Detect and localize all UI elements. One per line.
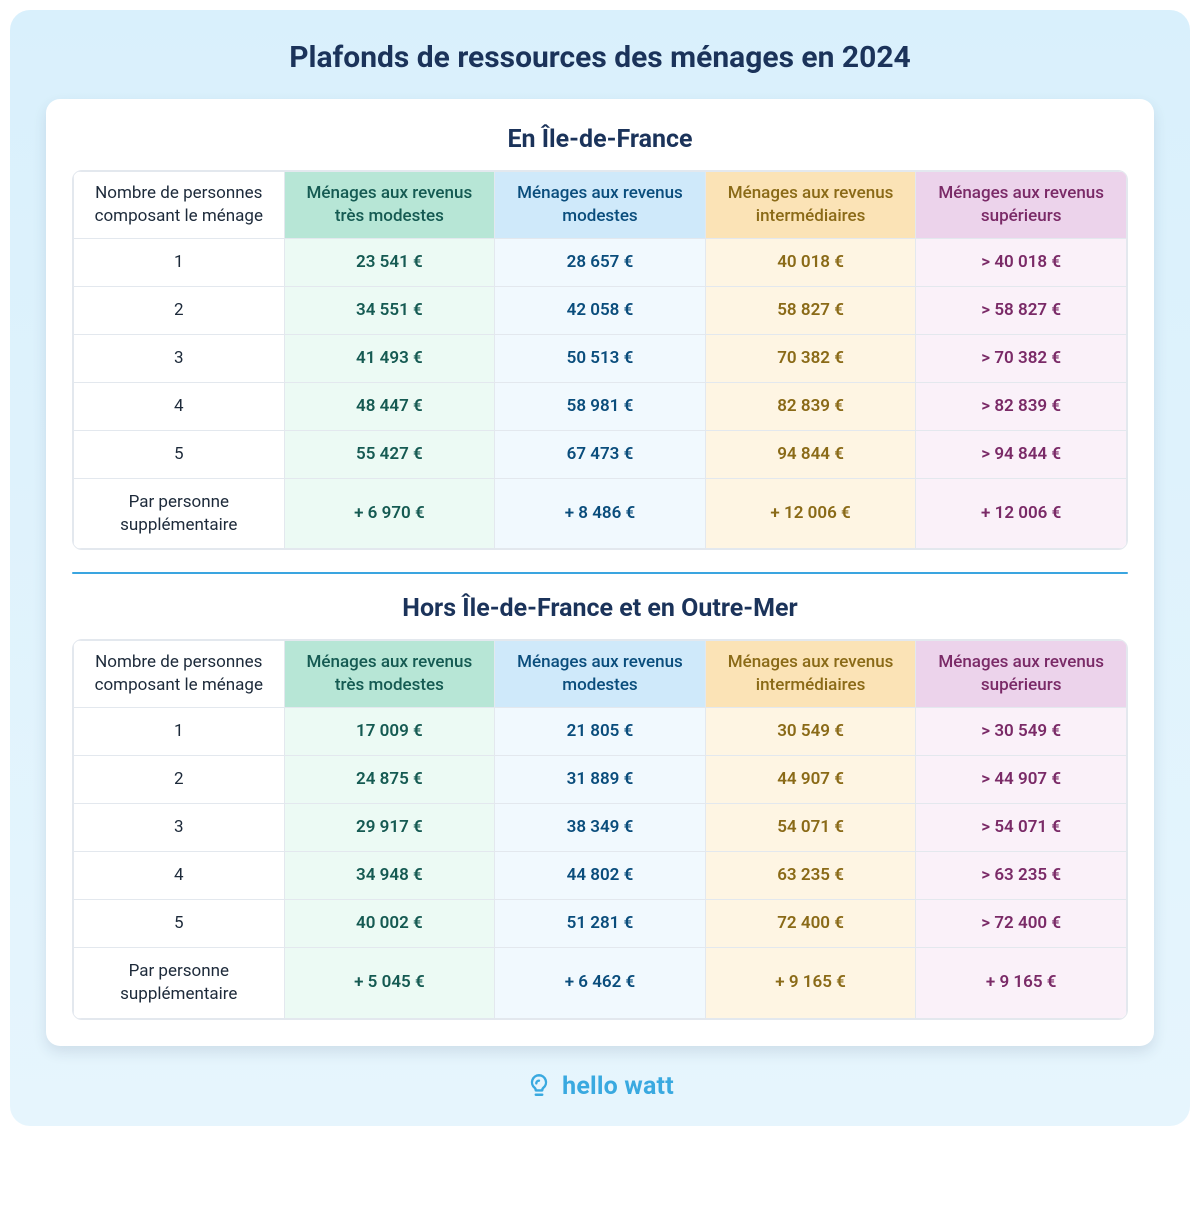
column-header: Ménages aux revenus supérieurs [916,172,1127,239]
cell-value: > 63 235 € [916,852,1127,900]
column-header: Nombre de personnes composant le ménage [74,641,285,708]
row-label: 3 [74,334,285,382]
cell-value: 23 541 € [284,238,495,286]
cell-value: 55 427 € [284,430,495,478]
row-label: Par personne supplémentaire [74,478,285,549]
cell-value: 40 018 € [705,238,916,286]
logo-text: hello watt [562,1072,674,1101]
cell-value: + 9 165 € [705,948,916,1019]
column-header: Ménages aux revenus intermédiaires [705,172,916,239]
column-header: Ménages aux revenus modestes [495,172,706,239]
cell-value: > 82 839 € [916,382,1127,430]
cell-value: + 6 462 € [495,948,706,1019]
cell-value: 38 349 € [495,804,706,852]
cell-value: 44 802 € [495,852,706,900]
cell-value: > 40 018 € [916,238,1127,286]
cell-value: > 44 907 € [916,756,1127,804]
cell-value: 29 917 € [284,804,495,852]
row-label: 5 [74,900,285,948]
cell-value: > 70 382 € [916,334,1127,382]
cell-value: 51 281 € [495,900,706,948]
cell-value: 17 009 € [284,708,495,756]
cell-value: 21 805 € [495,708,706,756]
page-title: Plafonds de ressources des ménages en 20… [46,40,1154,75]
table-idf: Nombre de personnes composant le ménageM… [72,170,1128,550]
cell-value: 58 827 € [705,286,916,334]
cell-value: 24 875 € [284,756,495,804]
section-title-idf: En Île-de-France [72,125,1128,154]
cell-value: 30 549 € [705,708,916,756]
cell-value: + 5 045 € [284,948,495,1019]
cell-value: 42 058 € [495,286,706,334]
cell-value: 34 551 € [284,286,495,334]
logo: hello watt [46,1072,1154,1102]
cell-value: 70 382 € [705,334,916,382]
cell-value: > 54 071 € [916,804,1127,852]
column-header: Ménages aux revenus très modestes [284,172,495,239]
column-header: Ménages aux revenus intermédiaires [705,641,916,708]
cell-value: 50 513 € [495,334,706,382]
cell-value: 31 889 € [495,756,706,804]
table-hors-idf: Nombre de personnes composant le ménageM… [72,639,1128,1019]
tables-card: En Île-de-France Nombre de personnes com… [46,99,1154,1046]
cell-value: 34 948 € [284,852,495,900]
column-header: Nombre de personnes composant le ménage [74,172,285,239]
row-label: 3 [74,804,285,852]
cell-value: 72 400 € [705,900,916,948]
row-label: 2 [74,286,285,334]
cell-value: > 94 844 € [916,430,1127,478]
cell-value: > 30 549 € [916,708,1127,756]
row-label: 5 [74,430,285,478]
row-label: 4 [74,852,285,900]
cell-value: 54 071 € [705,804,916,852]
cell-value: + 9 165 € [916,948,1127,1019]
cell-value: > 72 400 € [916,900,1127,948]
cell-value: > 58 827 € [916,286,1127,334]
row-label: Par personne supplémentaire [74,948,285,1019]
column-header: Ménages aux revenus modestes [495,641,706,708]
row-label: 1 [74,708,285,756]
cell-value: 58 981 € [495,382,706,430]
cell-value: 94 844 € [705,430,916,478]
row-label: 2 [74,756,285,804]
cell-value: 48 447 € [284,382,495,430]
section-title-hors-idf: Hors Île-de-France et en Outre-Mer [72,594,1128,623]
cell-value: 82 839 € [705,382,916,430]
infographic-container: Plafonds de ressources des ménages en 20… [10,10,1190,1126]
cell-value: 63 235 € [705,852,916,900]
cell-value: 67 473 € [495,430,706,478]
cell-value: + 12 006 € [916,478,1127,549]
column-header: Ménages aux revenus très modestes [284,641,495,708]
cell-value: + 6 970 € [284,478,495,549]
section-divider [72,572,1128,574]
cell-value: + 8 486 € [495,478,706,549]
cell-value: 40 002 € [284,900,495,948]
bulb-icon [526,1072,552,1102]
cell-value: 44 907 € [705,756,916,804]
row-label: 1 [74,238,285,286]
row-label: 4 [74,382,285,430]
cell-value: 28 657 € [495,238,706,286]
column-header: Ménages aux revenus supérieurs [916,641,1127,708]
cell-value: + 12 006 € [705,478,916,549]
cell-value: 41 493 € [284,334,495,382]
